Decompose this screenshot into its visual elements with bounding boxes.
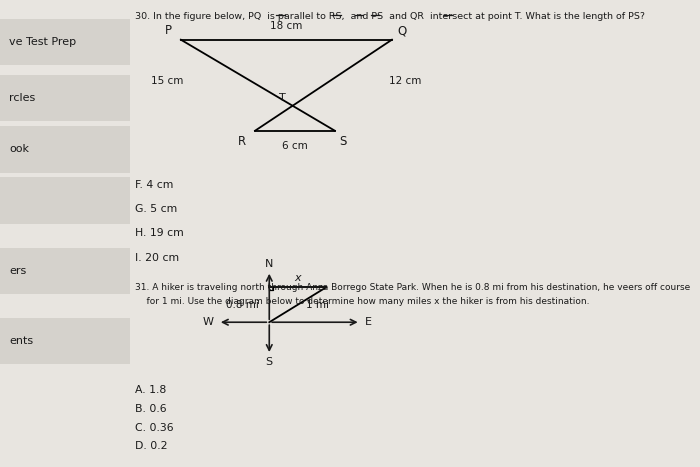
Text: 12 cm: 12 cm xyxy=(389,76,421,85)
FancyBboxPatch shape xyxy=(0,126,130,173)
Text: S: S xyxy=(340,135,346,149)
Text: C. 0.36: C. 0.36 xyxy=(135,423,174,432)
Text: D. 0.2: D. 0.2 xyxy=(135,441,168,451)
Text: P: P xyxy=(165,24,172,37)
Text: T: T xyxy=(279,93,286,103)
Text: H. 19 cm: H. 19 cm xyxy=(135,228,184,238)
FancyBboxPatch shape xyxy=(0,248,130,294)
Text: 6 cm: 6 cm xyxy=(282,141,308,151)
Text: R: R xyxy=(238,135,246,149)
Text: 0.8 mi: 0.8 mi xyxy=(226,300,259,310)
FancyBboxPatch shape xyxy=(0,75,130,121)
Text: I. 20 cm: I. 20 cm xyxy=(135,253,179,262)
Text: A. 1.8: A. 1.8 xyxy=(135,385,167,395)
Text: Q: Q xyxy=(398,24,407,37)
Text: G. 5 cm: G. 5 cm xyxy=(135,204,178,214)
FancyBboxPatch shape xyxy=(0,19,130,65)
Text: rcles: rcles xyxy=(9,93,35,103)
Text: S: S xyxy=(266,357,273,367)
Text: 18 cm: 18 cm xyxy=(270,21,302,31)
Text: ers: ers xyxy=(9,266,27,276)
FancyBboxPatch shape xyxy=(0,177,130,224)
Text: E: E xyxy=(365,317,372,327)
FancyBboxPatch shape xyxy=(0,318,130,364)
Text: N: N xyxy=(265,259,274,269)
Text: for 1 mi. Use the diagram below to determine how many miles x the hiker is from : for 1 mi. Use the diagram below to deter… xyxy=(135,297,589,305)
Text: 15 cm: 15 cm xyxy=(151,76,183,85)
Text: F. 4 cm: F. 4 cm xyxy=(135,180,174,190)
Text: ents: ents xyxy=(9,336,33,346)
Text: 30. In the figure below, PQ  is parallel to RS,  and PS  and QR  intersect at po: 30. In the figure below, PQ is parallel … xyxy=(135,12,645,21)
Text: W: W xyxy=(202,317,214,327)
Text: 1 mi: 1 mi xyxy=(307,300,330,310)
Text: ook: ook xyxy=(9,144,29,155)
Text: B. 0.6: B. 0.6 xyxy=(135,404,167,414)
Text: x: x xyxy=(295,273,301,283)
Text: 31. A hiker is traveling north through Anza Borrego State Park. When he is 0.8 m: 31. A hiker is traveling north through A… xyxy=(135,283,690,291)
Text: ve Test Prep: ve Test Prep xyxy=(9,37,76,47)
